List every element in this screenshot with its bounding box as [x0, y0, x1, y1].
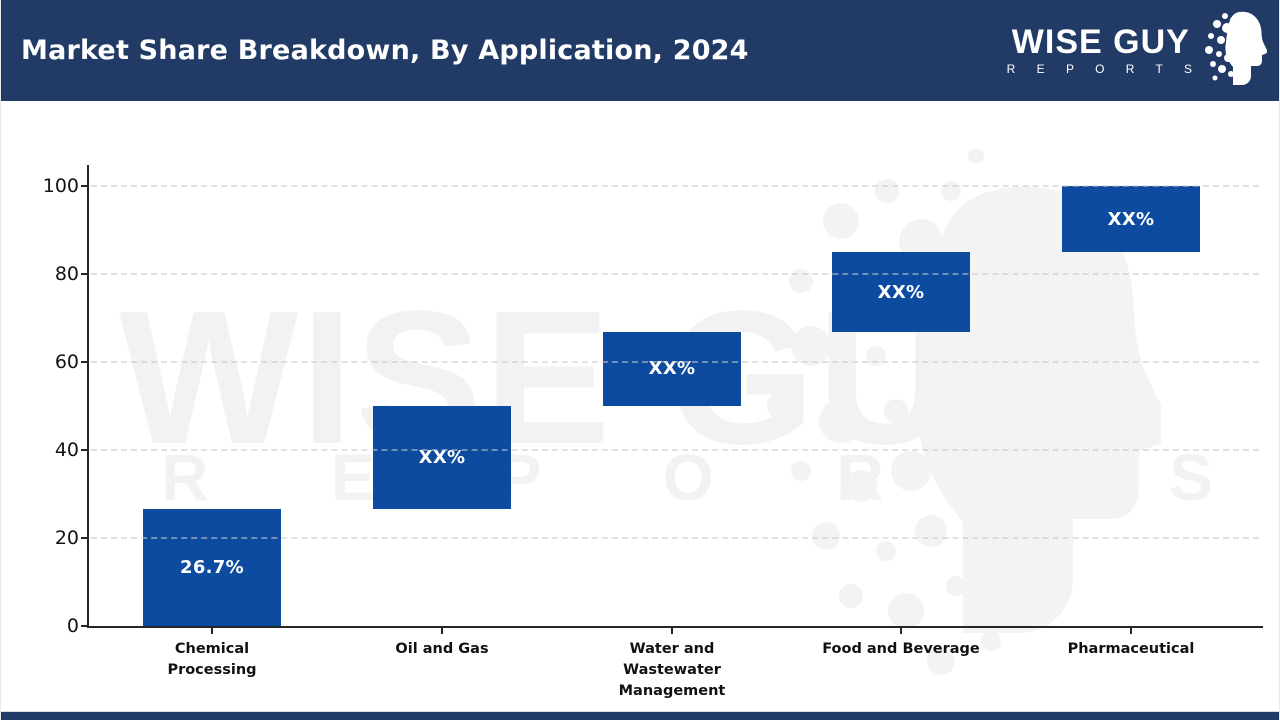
bar-value-label: XX%: [418, 446, 466, 468]
y-tick-label: 80: [54, 263, 79, 285]
footer-rule: [1, 711, 1279, 712]
y-tick-mark: [81, 625, 88, 627]
x-tick-mark: [900, 628, 902, 634]
x-axis-baseline: [87, 626, 1263, 628]
y-tick-label: 20: [54, 527, 79, 549]
y-tick-mark: [81, 537, 88, 539]
y-tick-mark: [81, 361, 88, 363]
gridline-100: [91, 185, 1259, 187]
bar: XX%: [603, 332, 741, 406]
y-tick-label: 0: [66, 615, 79, 637]
gridline-60: [91, 361, 1259, 363]
category-label: Pharmaceutical: [1021, 639, 1241, 660]
bar: XX%: [373, 405, 511, 509]
plot-area: WISE GUY R E P O R T S 0 20 40 60 80 1: [1, 101, 1279, 713]
logo-wordmark-block: WISE GUY R E P O R T S: [1001, 25, 1201, 76]
category-label: Water and Wastewater Management: [562, 639, 782, 702]
category-label-line: Chemical: [174, 641, 250, 657]
x-tick-mark: [441, 628, 443, 634]
bar: XX%: [832, 252, 970, 333]
y-tick-mark: [81, 185, 88, 187]
x-tick-mark: [211, 628, 213, 634]
category-label: Food and Beverage: [791, 639, 1011, 660]
category-label-line: Processing: [167, 662, 257, 678]
category-label-line: Oil and Gas: [395, 641, 489, 657]
y-tick-label: 60: [54, 351, 79, 373]
y-tick-mark: [81, 449, 88, 451]
gridline-20: [91, 537, 1259, 539]
category-label-line: Wastewater: [623, 662, 721, 678]
category-label: Chemical Processing: [102, 639, 322, 681]
watermark-head-graphic: [691, 131, 1172, 695]
bar-value-label: XX%: [648, 358, 696, 380]
y-tick-label: 40: [54, 439, 79, 461]
category-label-line: Water and: [629, 641, 715, 657]
category-label-line: Pharmaceutical: [1067, 641, 1195, 657]
logo-subtext: R E P O R T S: [1006, 62, 1201, 76]
y-tick-label: 100: [42, 175, 79, 197]
bar-value-label: XX%: [1107, 208, 1155, 230]
page-title: Market Share Breakdown, By Application, …: [21, 35, 749, 66]
logo-head-icon: [1203, 6, 1268, 96]
header-bar: Market Share Breakdown, By Application, …: [1, 0, 1279, 101]
logo-wordmark: WISE GUY: [1011, 23, 1190, 61]
x-tick-mark: [671, 628, 673, 634]
category-label-line: Management: [618, 683, 726, 699]
footer-bar: [1, 712, 1279, 720]
bar: 26.7%: [143, 508, 281, 626]
gridline-40: [91, 449, 1259, 451]
gridline-80: [91, 273, 1259, 275]
y-tick-mark: [81, 273, 88, 275]
bar: XX%: [1062, 186, 1200, 252]
x-tick-mark: [1130, 628, 1132, 634]
brand-logo: WISE GUY R E P O R T S: [1001, 6, 1268, 96]
category-label: Oil and Gas: [332, 639, 552, 660]
category-label-line: Food and Beverage: [822, 641, 980, 657]
bar-value-label: 26.7%: [180, 556, 244, 578]
y-axis-spine: [87, 165, 89, 628]
bar-value-label: XX%: [877, 281, 925, 303]
